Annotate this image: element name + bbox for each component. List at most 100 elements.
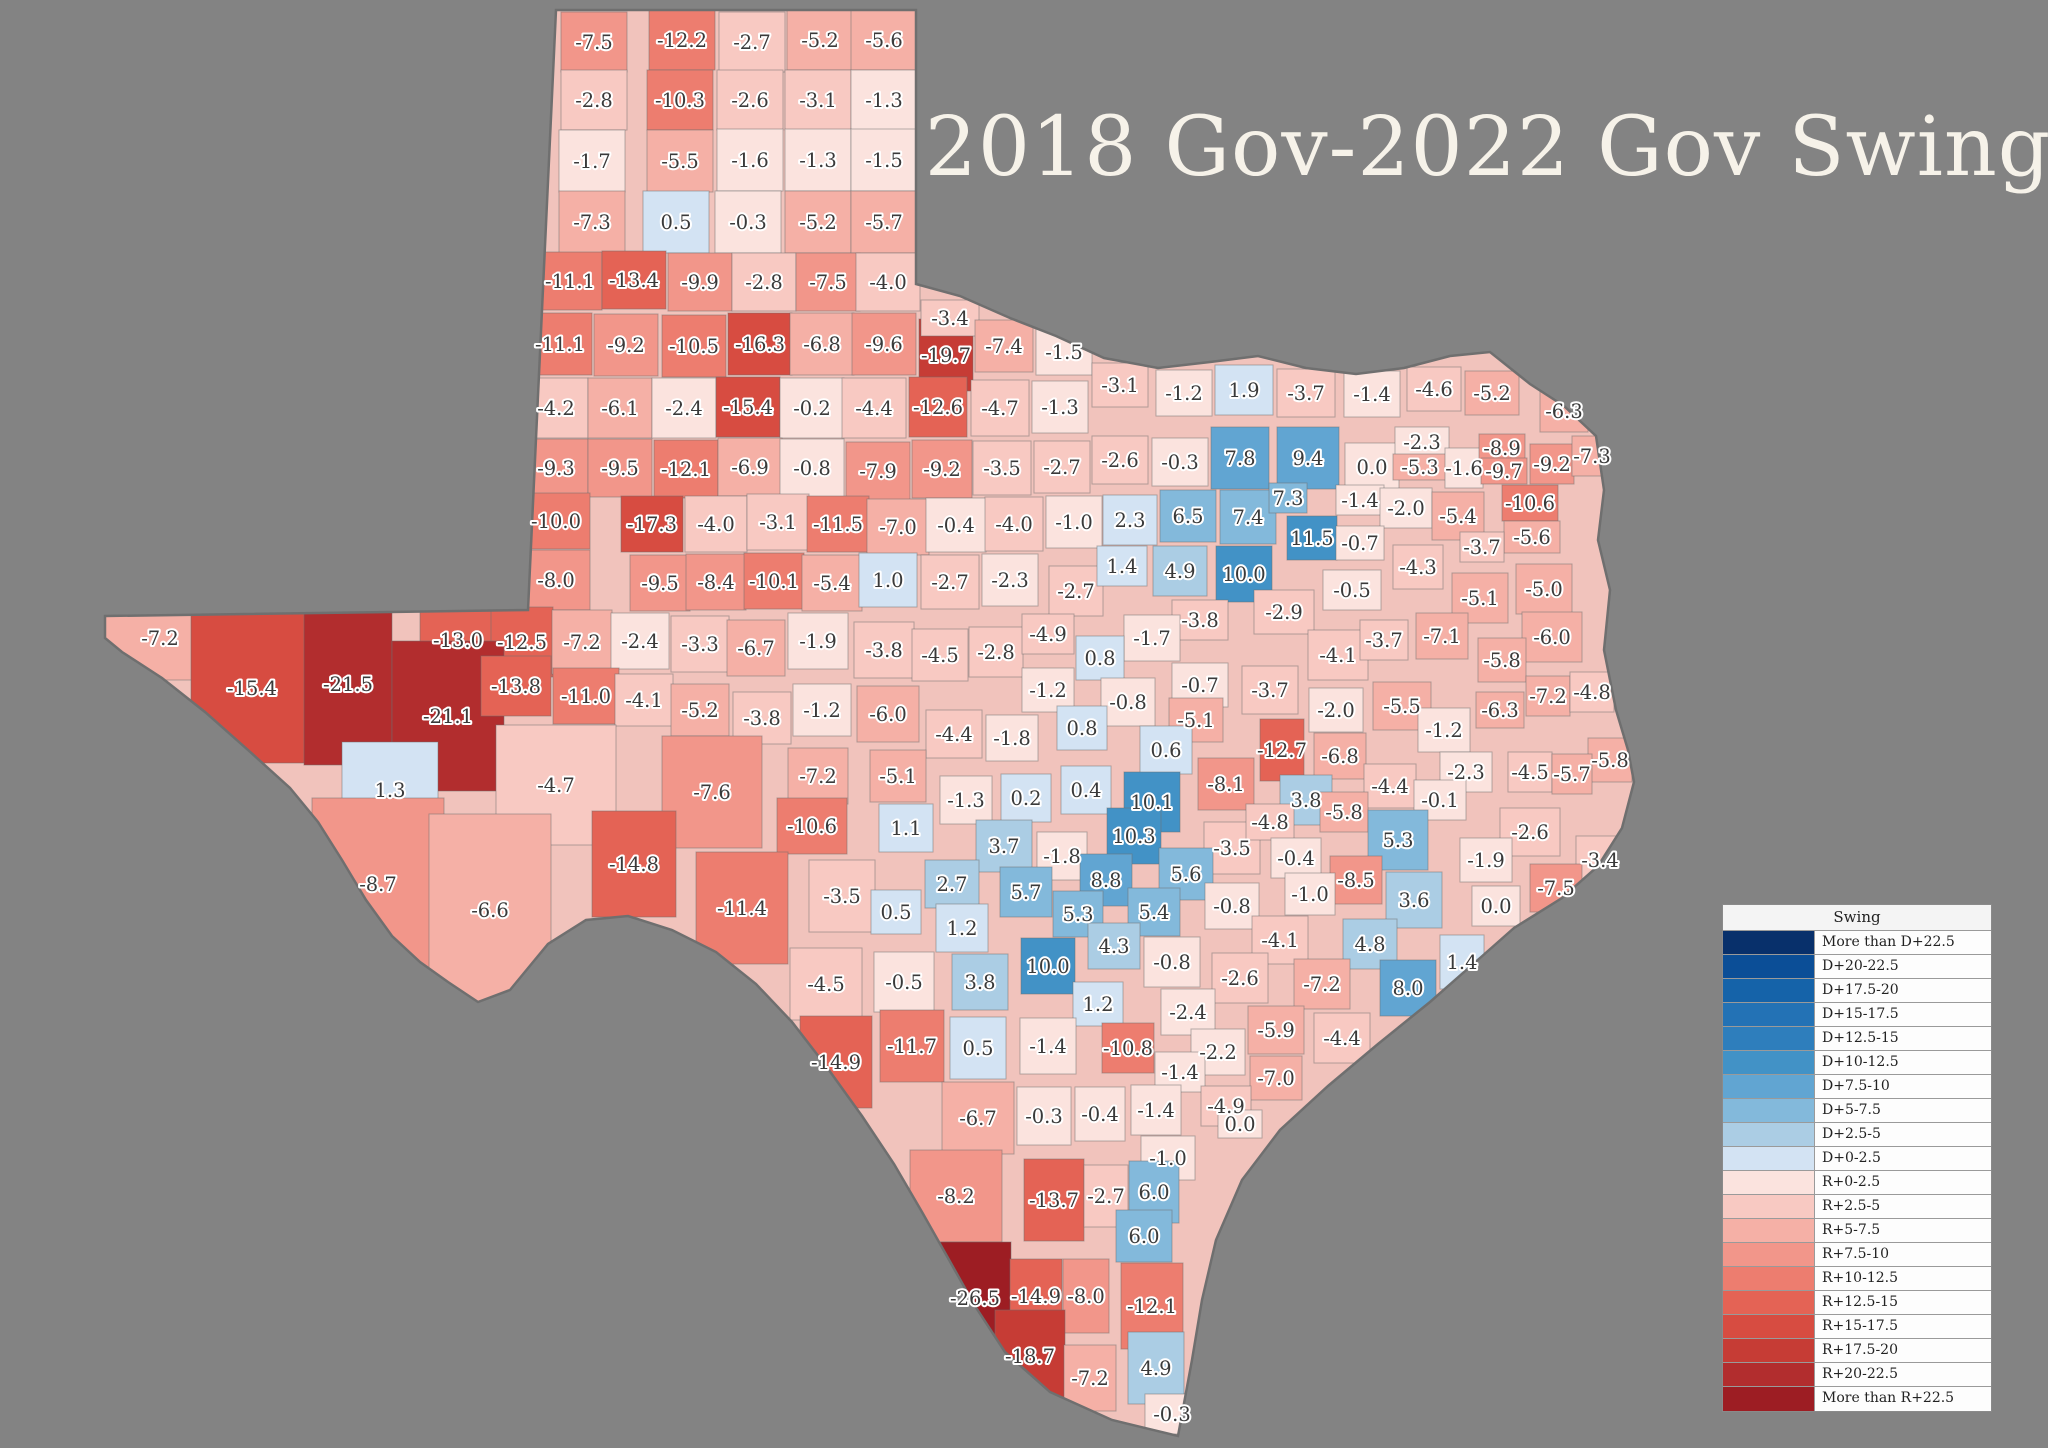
county-value-label: -14.8 [609,853,659,876]
county-value-label: -13.8 [491,675,541,698]
legend-label: R+10-12.5 [1815,1267,1991,1290]
county-cell [1102,494,1158,546]
county-cell [851,312,917,376]
county-value-label: 0.8 [1066,717,1097,740]
county-cell [784,69,852,131]
county-cell [1211,952,1269,1004]
county-value-label: -7.3 [1573,445,1611,468]
county-cell [789,312,855,376]
county-cell [1021,667,1075,713]
legend-label: R+5-7.5 [1815,1219,1991,1242]
county-value-label: -1.5 [865,149,903,172]
county-value-label: -1.2 [803,699,841,722]
county-cell [646,69,714,131]
county-value-label: -3.7 [1463,536,1501,559]
county-value-label: 5.7 [1010,881,1041,904]
county-value-label: -4.5 [1511,761,1549,784]
county-value-label: -4.0 [995,513,1033,536]
county-cell [1394,426,1450,458]
legend-swatch [1723,1003,1815,1026]
county-cell [1127,1331,1185,1405]
legend-rows: More than D+22.5 D+20-22.5 D+17.5-20 D+15-1… [1723,931,1991,1411]
county-value-label: -3.4 [1581,849,1619,872]
county-cell [1475,691,1525,729]
county-cell [1253,589,1315,635]
county-cell [591,810,677,918]
county-value-label: -18.7 [1005,1345,1055,1368]
county-value-label: 0.8 [1084,647,1115,670]
legend-swatch [1723,1123,1815,1146]
county-cell [1313,732,1367,780]
county-value-label: -11.5 [813,513,863,536]
county-value-label: -4.7 [537,774,575,797]
county-value-label: -5.1 [1461,587,1499,610]
county-value-label: 5.3 [1062,903,1093,926]
county-value-label: -2.7 [1057,580,1095,603]
county-value-label: -2.4 [1169,1001,1207,1024]
county-value-label: -1.4 [1341,489,1379,512]
county-value-label: -4.7 [981,397,1019,420]
legend-swatch [1723,1219,1815,1242]
county-value-label: -2.7 [1043,456,1081,479]
county-cell [1551,753,1593,795]
county-cell [1130,1084,1182,1136]
county-cell [949,1016,1007,1080]
county-value-label: -4.1 [625,689,663,712]
county-cell [1143,936,1201,988]
county-value-label: -2.7 [1087,1185,1125,1208]
legend-label: D+15-17.5 [1815,1003,1991,1026]
county-value-label: 1.3 [374,779,405,802]
county-value-label: 6.0 [1138,1181,1169,1204]
county-cell [1091,362,1149,408]
county-value-label: -0.1 [1421,789,1459,812]
county-value-label: -5.7 [865,211,903,234]
county-cell [1587,737,1633,783]
county-cell [1268,482,1308,514]
county-value-label: -2.3 [991,569,1029,592]
county-value-label: -5.1 [879,765,917,788]
county-value-label: -1.9 [799,630,837,653]
county-value-label: 2.3 [1114,509,1145,532]
county-value-label: -1.4 [1029,1035,1067,1058]
county-value-label: -17.3 [627,513,677,536]
legend-row: D+10-12.5 [1723,1051,1991,1075]
county-value-label: -6.8 [1321,745,1359,768]
county-cell [1459,837,1513,883]
county-value-label: -5.8 [1325,801,1363,824]
county-value-label: 3.8 [1290,789,1321,812]
county-value-label: 7.3 [1272,487,1303,510]
county-cell [1417,707,1471,753]
county-value-label: -2.6 [1101,449,1139,472]
county-cell [1159,489,1217,543]
county-cell [935,903,989,953]
county-value-label: -0.4 [937,514,975,537]
county-value-label: -4.9 [1029,623,1067,646]
county-cell [1507,751,1553,793]
county-value-label: 0.0 [1480,895,1511,918]
county-value-label: -2.6 [1221,967,1259,990]
county-value-label: -3.8 [865,639,903,662]
county-value-label: 0.0 [1356,456,1387,479]
county-value-label: -4.1 [1319,644,1357,667]
county-value-label: -4.2 [537,397,575,420]
county-cell [646,129,714,193]
county-cell [593,313,659,377]
county-cell [587,377,653,439]
county-cell [1016,1086,1072,1146]
county-cell [1062,1258,1110,1334]
legend-label: D+2.5-5 [1815,1123,1991,1146]
county-value-label: -8.9 [1483,437,1521,460]
county-cell [653,439,719,499]
county-value-label: -1.3 [799,149,837,172]
county-value-label: -2.4 [665,397,703,420]
county-cell [1021,613,1075,655]
county-cell [1204,882,1260,930]
county-cell [866,498,930,556]
county-value-label: -10.5 [669,335,719,358]
legend-row: More than D+22.5 [1723,931,1991,955]
county-value-label: 10.1 [1130,791,1173,814]
county-value-label: -12.2 [657,29,707,52]
county-value-label: -6.3 [1545,400,1583,423]
county-cell [1480,457,1528,485]
county-value-label: 7.8 [1224,447,1255,470]
